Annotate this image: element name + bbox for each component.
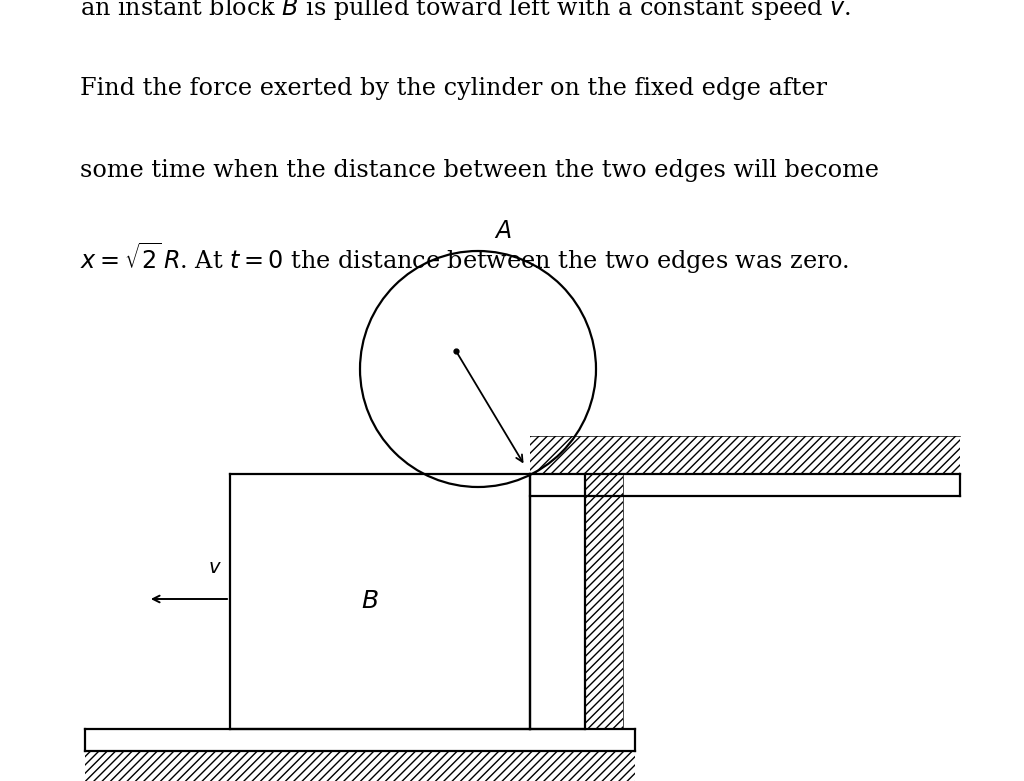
Bar <box>530 436 961 474</box>
Text: Find the force exerted by the cylinder on the fixed edge after: Find the force exerted by the cylinder o… <box>80 77 827 100</box>
Text: $v$: $v$ <box>208 559 222 577</box>
Text: $A$: $A$ <box>495 220 512 243</box>
Bar <box>85 751 635 781</box>
Text: an instant block $B$ is pulled toward left with a constant speed $v$.: an instant block $B$ is pulled toward le… <box>80 0 851 22</box>
Text: $B$: $B$ <box>361 590 379 613</box>
Text: some time when the distance between the two edges will become: some time when the distance between the … <box>80 159 879 182</box>
Bar <box>585 474 623 729</box>
Text: $x =\sqrt{2}\,R$. At $t = 0$ the distance between the two edges was zero.: $x =\sqrt{2}\,R$. At $t = 0$ the distanc… <box>80 241 849 276</box>
